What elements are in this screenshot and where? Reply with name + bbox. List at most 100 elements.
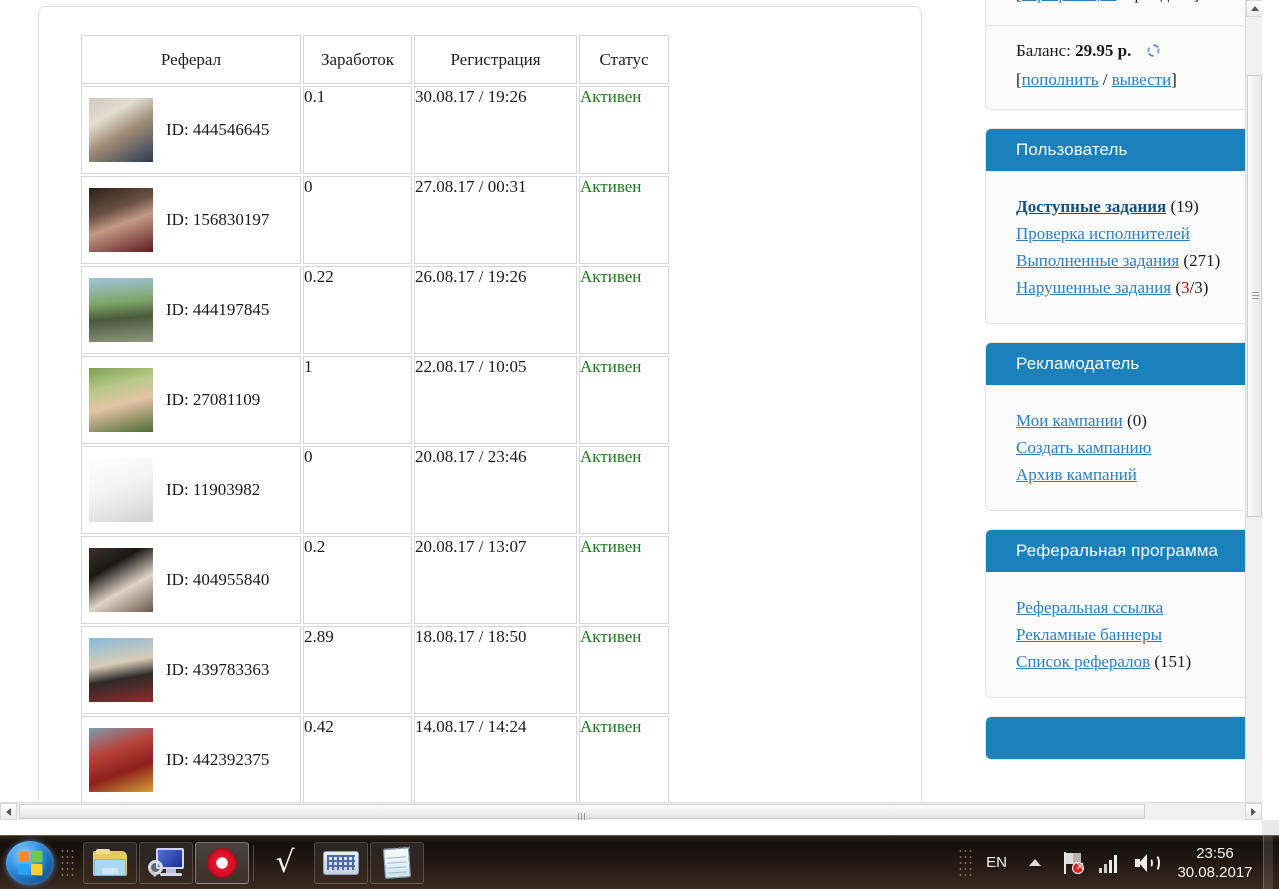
avatar-man-dark-red <box>89 188 153 252</box>
sidebar-link-2-0[interactable]: Реферальная ссылка <box>1016 598 1164 617</box>
avatar-man-grey-shirt <box>89 98 153 162</box>
cell-referral: ID: 404955840 <box>81 536 301 624</box>
deposit-link[interactable]: пополнить <box>1021 70 1099 89</box>
sidebar-link-2-2[interactable]: Список рефералов <box>1016 652 1151 671</box>
cell-referral: ID: 444197845 <box>81 266 301 354</box>
taskbar-check-app-button[interactable]: √ <box>258 842 312 884</box>
taskbar-my-computer-button[interactable] <box>139 841 193 884</box>
referral-id: ID: 444546645 <box>166 120 270 139</box>
arrow-up-icon <box>1251 6 1259 11</box>
referral-id: ID: 444197845 <box>166 300 270 319</box>
show-hidden-icons-icon[interactable] <box>1029 859 1041 866</box>
sidebar-link-row: Доступные задания (19) <box>1016 193 1247 220</box>
sidebar-count: (151) <box>1150 652 1192 671</box>
balance-actions: [пополнить / вывести] <box>1016 70 1177 89</box>
sidebar-link-row: Список рефералов (151) <box>1016 648 1247 675</box>
sidebar-card-title: Реферальная программа <box>986 530 1261 572</box>
cell-referral: ID: 442392375 <box>81 716 301 804</box>
sidebar-card-links: Доступные задания (19) Проверка исполните… <box>986 171 1261 323</box>
cell-referral: ID: 439783363 <box>81 626 301 714</box>
sidebar-link-row: Архив кампаний <box>1016 461 1247 488</box>
sidebar-link-0-0[interactable]: Доступные задания <box>1016 197 1167 216</box>
sidebar-link-1-2[interactable]: Архив кампаний <box>1016 465 1137 484</box>
taskbar-grip-icon <box>60 847 76 878</box>
cell-referral: ID: 27081109 <box>81 356 301 444</box>
referrals-table-body: ID: 444546645 0.1 30.08.17 / 19:26 Активен I… <box>81 86 669 820</box>
taskbar-keyboard-button[interactable] <box>314 841 368 884</box>
referral-id: ID: 27081109 <box>166 390 261 409</box>
sidebar-link-row: Проверка исполнителей <box>1016 220 1247 247</box>
verification-status: : пройдена <box>1116 0 1193 3</box>
start-button[interactable] <box>6 840 54 885</box>
sidebar-card-partial-header <box>986 717 1261 759</box>
referral-cell-content: ID: 11903982 <box>82 447 300 533</box>
sidebar-link-0-2[interactable]: Выполненные задания <box>1016 251 1180 270</box>
taskbar-file-explorer-button[interactable] <box>83 841 137 884</box>
sidebar-count-violations: 3 <box>1181 278 1190 297</box>
windows-logo-icon <box>18 849 43 876</box>
on-screen-keyboard-icon <box>323 850 359 875</box>
scroll-up-button[interactable] <box>1246 0 1262 17</box>
vertical-scrollbar[interactable] <box>1245 0 1262 820</box>
taskbar-opera-button[interactable] <box>195 841 249 884</box>
referral-id: ID: 156830197 <box>166 210 270 229</box>
sidebar-count: (19) <box>1166 197 1199 216</box>
sidebar-card-links: Мои кампании (0) Создать кампанию Архив ка… <box>986 385 1261 510</box>
cell-registration: 20.08.17 / 13:07 <box>414 536 577 624</box>
sidebar-link-row: Реферальная ссылка <box>1016 594 1247 621</box>
cell-status: Активен <box>579 716 669 804</box>
language-indicator[interactable]: EN <box>986 854 1007 871</box>
sidebar-card-title: Пользователь <box>986 129 1261 171</box>
taskbar-notepad-button[interactable] <box>370 841 424 884</box>
sidebar-link-1-1[interactable]: Создать кампанию <box>1016 438 1152 457</box>
show-desktop-button[interactable] <box>1263 835 1273 889</box>
sidebar-card-links: Реферальная ссылка Рекламные баннеры Списо… <box>986 572 1261 697</box>
table-row: ID: 444197845 0.22 26.08.17 / 19:26 Активен <box>81 266 669 354</box>
cell-registration: 22.08.17 / 10:05 <box>414 356 577 444</box>
cell-status: Активен <box>579 356 669 444</box>
sidebar-link-row: Выполненные задания (271) <box>1016 247 1247 274</box>
withdraw-link[interactable]: вывести <box>1111 70 1172 89</box>
my-computer-icon <box>148 847 184 878</box>
horizontal-scrollbar[interactable] <box>0 802 1262 820</box>
verification-link[interactable]: верификация <box>1022 0 1117 3</box>
clock-date: 30.08.2017 <box>1177 863 1253 881</box>
cell-earnings: 0.42 <box>303 716 412 804</box>
avatar-white-drawing <box>89 458 153 522</box>
scroll-right-button[interactable] <box>1245 803 1262 820</box>
avatar-man-sunglasses <box>89 638 153 702</box>
network-error-icon[interactable] <box>1063 851 1087 874</box>
cell-registration: 26.08.17 / 19:26 <box>414 266 577 354</box>
avatar-street-trees <box>89 278 153 342</box>
sidebar-card-0: Пользователь Доступные задания (19) Провер… <box>985 128 1262 324</box>
vertical-scrollbar-thumb[interactable] <box>1247 75 1262 517</box>
cell-earnings: 1 <box>303 356 412 444</box>
system-tray: EN 23:56 30.08.2017 <box>958 835 1279 889</box>
sidebar-link-0-3[interactable]: Нарушенные задания <box>1016 278 1172 297</box>
cell-registration: 20.08.17 / 23:46 <box>414 446 577 534</box>
sidebar-card-partial <box>985 716 1262 760</box>
clock-time: 23:56 <box>1196 844 1234 862</box>
sidebar-link-0-1[interactable]: Проверка исполнителей <box>1016 224 1190 243</box>
scroll-left-button[interactable] <box>0 803 17 820</box>
sidebar-link-2-1[interactable]: Рекламные баннеры <box>1016 625 1162 644</box>
clock[interactable]: 23:56 30.08.2017 <box>1177 844 1263 882</box>
file-explorer-icon <box>93 849 127 876</box>
table-row: ID: 444546645 0.1 30.08.17 / 19:26 Активен <box>81 86 669 174</box>
balance-label: Баланс: <box>1016 41 1071 60</box>
referral-cell-content: ID: 404955840 <box>82 537 300 623</box>
signal-strength-icon[interactable] <box>1099 853 1121 873</box>
sidebar-count: (0) <box>1122 411 1147 430</box>
sidebar-card-1: Рекламодатель Мои кампании (0) Создать кам… <box>985 342 1262 511</box>
content-panel: Реферал Заработок Регистрация Статус ID:… <box>38 6 922 820</box>
cell-earnings: 0 <box>303 446 412 534</box>
horizontal-scrollbar-thumb[interactable] <box>19 804 1145 820</box>
notepad-icon <box>381 844 413 879</box>
refresh-icon[interactable] <box>1145 41 1162 67</box>
table-row: ID: 11903982 0 20.08.17 / 23:46 Активен <box>81 446 669 534</box>
balance-line: Баланс: 29.95 р. <box>1016 38 1243 67</box>
sidebar-link-1-0[interactable]: Мои кампании <box>1016 411 1123 430</box>
volume-icon[interactable] <box>1135 853 1161 873</box>
cell-registration: 30.08.17 / 19:26 <box>414 86 577 174</box>
